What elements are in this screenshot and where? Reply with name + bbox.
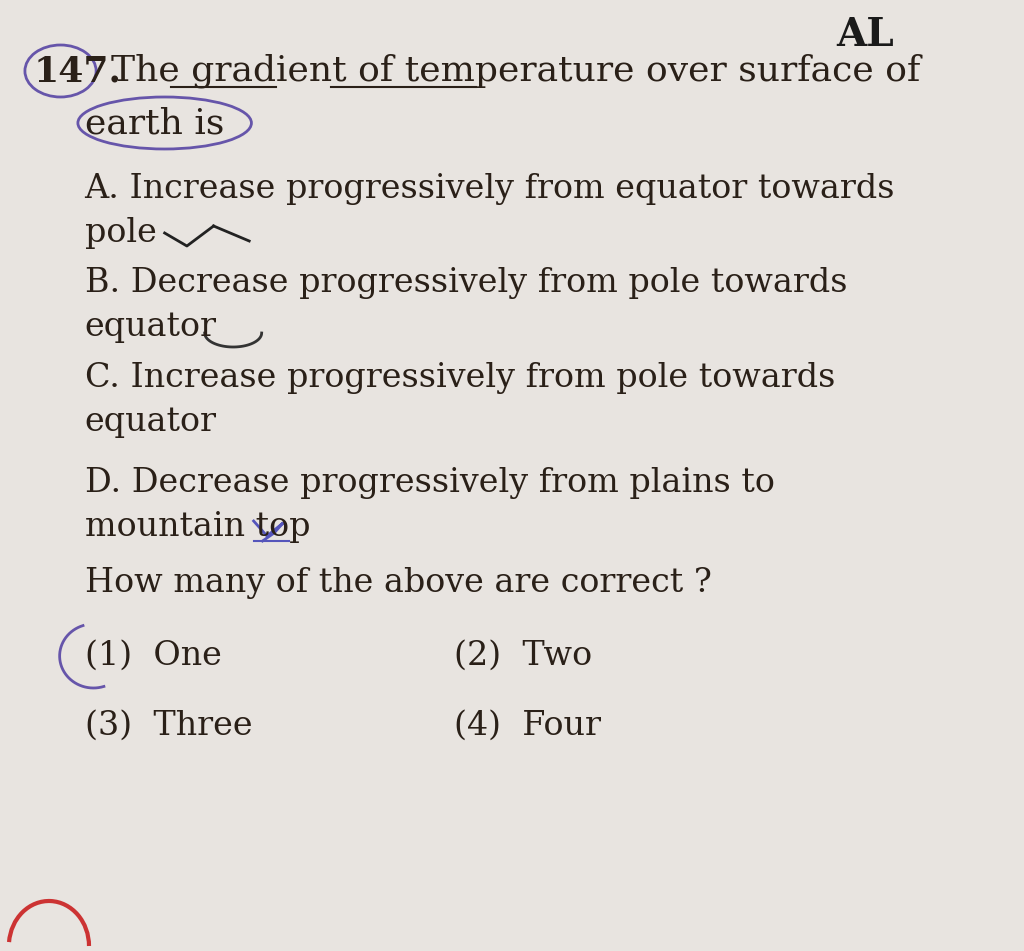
Text: C. Increase progressively from pole towards: C. Increase progressively from pole towa… xyxy=(85,362,835,394)
Text: A. Increase progressively from equator towards: A. Increase progressively from equator t… xyxy=(85,173,895,205)
Text: equator: equator xyxy=(85,311,216,343)
Text: (2)  Two: (2) Two xyxy=(454,640,592,672)
Text: B. Decrease progressively from pole towards: B. Decrease progressively from pole towa… xyxy=(85,267,847,299)
Text: earth is: earth is xyxy=(85,106,224,140)
Text: AL: AL xyxy=(837,16,894,54)
Text: (1)  One: (1) One xyxy=(85,640,221,672)
Text: (4)  Four: (4) Four xyxy=(454,710,601,742)
Text: The gradient of temperature over surface of: The gradient of temperature over surface… xyxy=(112,54,921,88)
Text: pole: pole xyxy=(85,217,157,249)
Text: D. Decrease progressively from plains to: D. Decrease progressively from plains to xyxy=(85,467,774,499)
Text: mountain top: mountain top xyxy=(85,511,310,543)
Text: equator: equator xyxy=(85,406,216,438)
Text: (3)  Three: (3) Three xyxy=(85,710,252,742)
Text: 147.: 147. xyxy=(34,54,122,88)
Text: How many of the above are correct ?: How many of the above are correct ? xyxy=(85,567,712,599)
